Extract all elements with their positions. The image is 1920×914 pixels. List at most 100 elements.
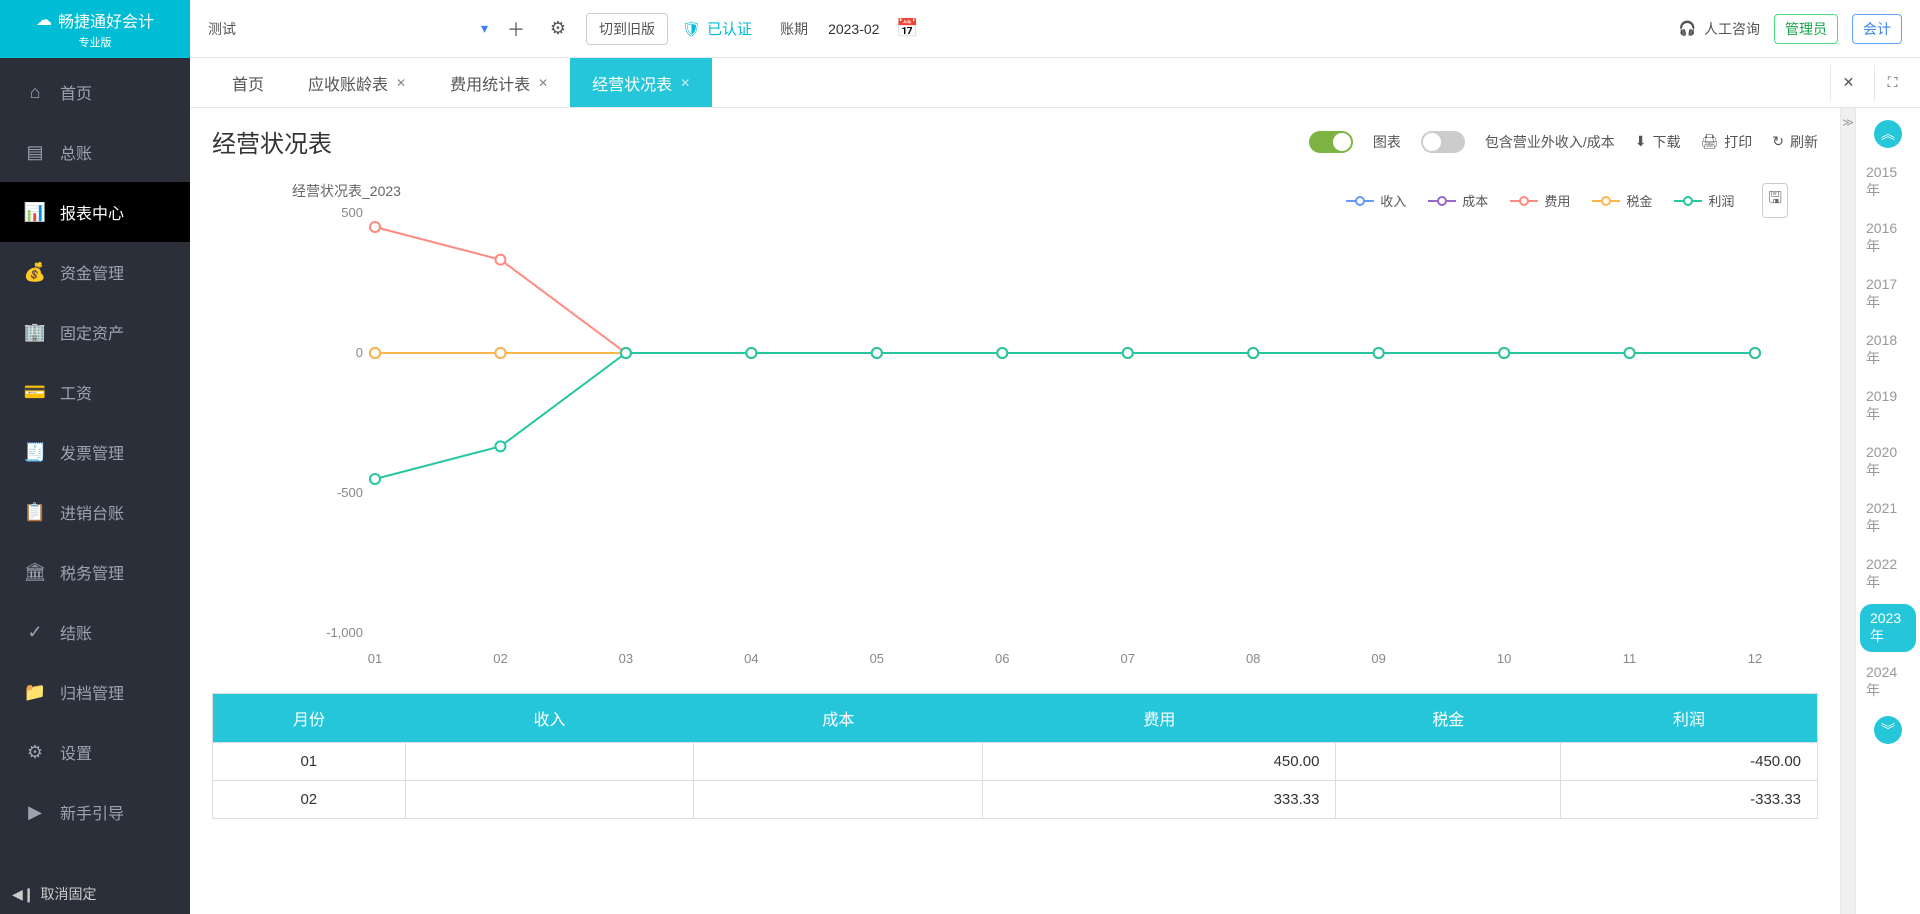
sidebar-item-label: 发票管理 [60, 440, 124, 464]
year-item[interactable]: 2015年 [1860, 156, 1916, 208]
accountant-badge[interactable]: 会计 [1852, 14, 1902, 44]
year-item[interactable]: 2019年 [1860, 380, 1916, 432]
fullscreen-button[interactable]: ⛶ [1874, 65, 1910, 101]
legend-item[interactable]: 收入 [1346, 191, 1406, 210]
page-title: 经营状况表 [212, 124, 1289, 159]
period-value[interactable]: 2023-02 [828, 21, 879, 37]
panel-collapse-handle[interactable]: ≫ [1840, 108, 1856, 914]
legend-label: 费用 [1544, 191, 1570, 210]
year-item[interactable]: 2022年 [1860, 548, 1916, 600]
tab-2[interactable]: 费用统计表 ✕ [428, 58, 570, 107]
content-main: 经营状况表 图表 包含营业外收入/成本 ⬇下载 🖨打印 ↻刷新 经营状况表_20… [190, 108, 1840, 914]
sidebar-item-2[interactable]: 📊报表中心 [0, 182, 190, 242]
tab-close-icon[interactable]: ✕ [396, 76, 406, 90]
svg-text:03: 03 [619, 651, 633, 666]
shield-icon: 🛡 [682, 20, 701, 38]
legend-label: 成本 [1462, 191, 1488, 210]
svg-text:08: 08 [1246, 651, 1260, 666]
sidebar-item-9[interactable]: ✓结账 [0, 602, 190, 662]
legend-item[interactable]: 费用 [1510, 191, 1570, 210]
tab-close-icon[interactable]: ✕ [680, 76, 690, 90]
table-header: 月份 [213, 694, 406, 743]
unpin-icon: ◀❙ [12, 886, 35, 903]
sidebar-item-1[interactable]: ▤ 总账 [0, 122, 190, 182]
sidebar-item-11[interactable]: ⚙ 设置 [0, 722, 190, 782]
year-panel: ︽ 2015年2016年2017年2018年2019年2020年2021年202… [1856, 108, 1920, 914]
year-item[interactable]: 2018年 [1860, 324, 1916, 376]
sidebar-item-0[interactable]: ⌂首页 [0, 62, 190, 122]
svg-text:-1,000: -1,000 [326, 625, 363, 640]
sidebar-item-label: 总账 [60, 140, 92, 164]
period-label: 账期 [780, 19, 808, 39]
tab-0[interactable]: 首页 [210, 58, 286, 107]
save-chart-icon[interactable]: 🖫 [1762, 183, 1788, 218]
sidebar-item-6[interactable]: 🧾 发票管理 [0, 422, 190, 482]
sidebar-item-12[interactable]: ▶新手引导 [0, 782, 190, 842]
legend-item[interactable]: 税金 [1592, 191, 1652, 210]
year-item[interactable]: 2023年 [1860, 604, 1916, 652]
svg-text:04: 04 [744, 651, 758, 666]
print-icon: 🖨 [1700, 133, 1718, 150]
sidebar-icon: 💰 [24, 261, 46, 283]
tab-3[interactable]: 经营状况表✕ [570, 58, 712, 107]
sidebar-item-label: 资金管理 [60, 260, 124, 284]
include-extra-toggle[interactable] [1421, 131, 1465, 153]
legend-marker [1346, 195, 1374, 207]
download-button[interactable]: ⬇下载 [1635, 132, 1681, 152]
consult-button[interactable]: 🎧 人工咨询 [1679, 19, 1760, 39]
admin-badge[interactable]: 管理员 [1774, 14, 1838, 44]
sidebar-icon: ▤ [24, 141, 46, 163]
calendar-icon[interactable]: 📅 [893, 15, 921, 43]
topbar: 测试 ▾ ＋ ⚙ 切到旧版 🛡 已认证 账期 2023-02 📅 🎧 人工咨询 … [190, 0, 1920, 58]
close-tab-button[interactable]: ✕ [1830, 65, 1866, 101]
legend-item[interactable]: 成本 [1428, 191, 1488, 210]
chart-toggle[interactable] [1309, 131, 1353, 153]
unpin-button[interactable]: ◀❙ 取消固定 [0, 874, 190, 914]
legend-label: 利润 [1708, 191, 1734, 210]
chart: 经营状况表_2023 收入成本费用税金利润🖫 5000-500-1,000010… [212, 173, 1818, 673]
add-icon[interactable]: ＋ [502, 15, 530, 43]
year-item[interactable]: 2016年 [1860, 212, 1916, 264]
year-item[interactable]: 2020年 [1860, 436, 1916, 488]
table-cell [1336, 743, 1561, 781]
table-cell: 01 [213, 743, 406, 781]
year-item[interactable]: 2024年 [1860, 656, 1916, 708]
sidebar-item-7[interactable]: 📋进销台账 [0, 482, 190, 542]
company-selector[interactable]: 测试 ▾ [208, 19, 488, 39]
sidebar-item-3[interactable]: 💰 资金管理 [0, 242, 190, 302]
print-button[interactable]: 🖨打印 [1700, 132, 1752, 152]
gear-icon[interactable]: ⚙ [544, 15, 572, 43]
sidebar-item-label: 工资 [60, 380, 92, 404]
tab-close-icon[interactable]: ✕ [538, 76, 548, 90]
sidebar-item-label: 首页 [60, 80, 92, 104]
table-cell: 333.33 [983, 781, 1336, 819]
legend-item[interactable]: 利润 [1674, 191, 1734, 210]
legend-marker [1592, 195, 1620, 207]
sidebar-item-label: 固定资产 [60, 320, 124, 344]
sidebar-item-4[interactable]: 🏢 固定资产 [0, 302, 190, 362]
sidebar-item-label: 税务管理 [60, 560, 124, 584]
table-cell [694, 781, 983, 819]
svg-text:07: 07 [1120, 651, 1134, 666]
sidebar-item-5[interactable]: 💳 工资 [0, 362, 190, 422]
tab-1[interactable]: 应收账龄表✕ [286, 58, 428, 107]
year-down-button[interactable]: ︾ [1874, 716, 1902, 744]
table-row: 01450.00-450.00 [213, 743, 1818, 781]
refresh-button[interactable]: ↻刷新 [1772, 132, 1818, 152]
sidebar-icon: 🧾 [24, 441, 46, 463]
table-header: 成本 [694, 694, 983, 743]
sidebar-icon: 💳 [24, 381, 46, 403]
year-up-button[interactable]: ︽ [1874, 120, 1902, 148]
svg-text:500: 500 [341, 205, 363, 220]
sidebar-item-label: 设置 [60, 740, 92, 764]
sidebar-icon: 🏢 [24, 321, 46, 343]
year-item[interactable]: 2017年 [1860, 268, 1916, 320]
legend-marker [1674, 195, 1702, 207]
switch-old-button[interactable]: 切到旧版 [586, 13, 668, 45]
year-item[interactable]: 2021年 [1860, 492, 1916, 544]
tab-label: 费用统计表 [450, 71, 530, 95]
sidebar-icon: ▶ [24, 801, 46, 823]
sidebar-item-8[interactable]: 🏛税务管理 [0, 542, 190, 602]
sidebar-item-10[interactable]: 📁归档管理 [0, 662, 190, 722]
sidebar-icon: ⚙ [24, 741, 46, 763]
